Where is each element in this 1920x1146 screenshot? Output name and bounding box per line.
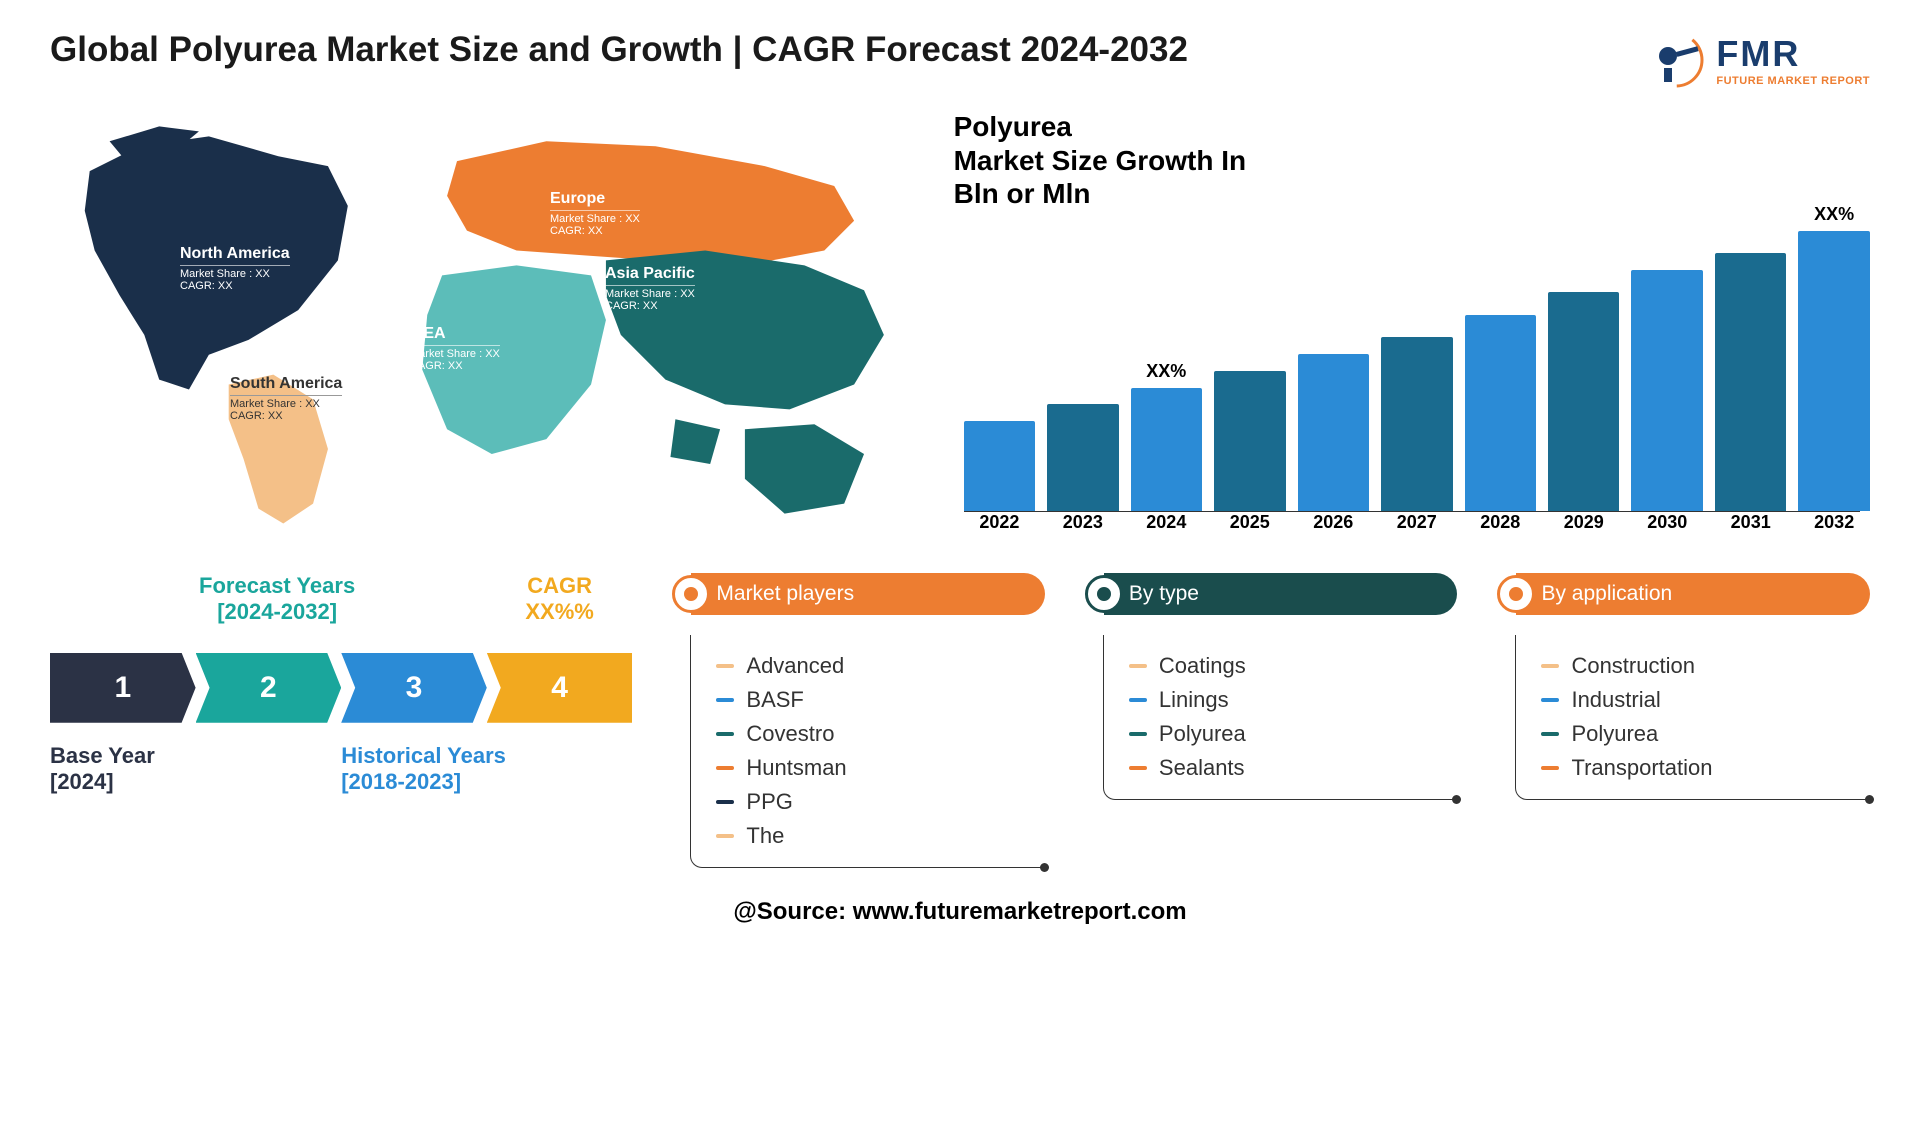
header: Global Polyurea Market Size and Growth |… [50, 30, 1870, 90]
cat-item: PPG [716, 789, 1045, 815]
bar-label-2023: 2023 [1063, 512, 1103, 532]
bar-2028 [1465, 315, 1536, 511]
cagr-label: CAGRXX%% [487, 573, 633, 626]
cat-item: Advanced [716, 653, 1045, 679]
cat-item: Industrial [1541, 687, 1870, 713]
bar-2027 [1381, 337, 1452, 511]
timeline-seg-3: 3 [341, 653, 487, 723]
cat-header: By type [1085, 573, 1458, 615]
category-0: Market players Advanced BASF Covestro Hunts… [672, 573, 1045, 868]
cat-item: Transportation [1541, 755, 1870, 781]
chart-title-l3: Bln or Mln [954, 178, 1091, 209]
cat-item: BASF [716, 687, 1045, 713]
region-label-na: North America Market Share : XX CAGR: XX [180, 245, 290, 292]
region-label-mea: MEA Market Share : XX CAGR: XX [410, 325, 500, 372]
cat-item: Covestro [716, 721, 1045, 747]
timeline-bar: 1234 [50, 653, 632, 723]
historical-years-label: Historical Years[2018-2023] [341, 743, 632, 795]
x-axis-labels: 2022 2023 2024 2025 2026 2027 2028 2029 2030 2031… [954, 512, 1870, 533]
chart-title-l1: Polyurea [954, 111, 1072, 142]
timeline-seg-1: 1 [50, 653, 196, 723]
cat-item: Polyurea [1541, 721, 1870, 747]
logo-subtitle: FUTURE MARKET REPORT [1716, 75, 1870, 87]
cat-list: Advanced BASF Covestro Huntsman PPG The [690, 635, 1045, 868]
cat-header: By application [1497, 573, 1870, 615]
base-year-label: Base Year[2024] [50, 743, 283, 795]
source-line: @Source: www.futuremarketreport.com [50, 898, 1870, 926]
cat-item: Coatings [1129, 653, 1458, 679]
bar-label-2027: 2027 [1397, 512, 1437, 532]
bar-2030 [1631, 270, 1702, 511]
cat-title: Market players [691, 573, 1045, 615]
bar-label-2022: 2022 [979, 512, 1019, 532]
cat-item: Polyurea [1129, 721, 1458, 747]
category-1: By type Coatings Linings Polyurea Sealants [1085, 573, 1458, 868]
region-label-sa: South America Market Share : XX CAGR: XX [230, 375, 342, 422]
cat-item: Huntsman [716, 755, 1045, 781]
cat-title: By application [1516, 573, 1870, 615]
cat-header: Market players [672, 573, 1045, 615]
categories: Market players Advanced BASF Covestro Hunts… [672, 573, 1870, 868]
bar-label-2025: 2025 [1230, 512, 1270, 532]
world-map: North America Market Share : XX CAGR: XX… [50, 110, 924, 530]
page-title: Global Polyurea Market Size and Growth |… [50, 30, 1188, 70]
cat-item: The [716, 823, 1045, 849]
cat-item: Linings [1129, 687, 1458, 713]
bar-chart: Polyurea Market Size Growth In Bln or Ml… [954, 110, 1870, 533]
bar-label-2031: 2031 [1731, 512, 1771, 532]
main-row: North America Market Share : XX CAGR: XX… [50, 110, 1870, 533]
timeline-seg-2: 2 [196, 653, 342, 723]
logo: FMR FUTURE MARKET REPORT [1646, 30, 1870, 90]
cat-list: Coatings Linings Polyurea Sealants [1103, 635, 1458, 800]
forecast-years-label: Forecast Years[2024-2032] [132, 573, 423, 626]
bar-label-2026: 2026 [1313, 512, 1353, 532]
category-2: By application Construction Industrial Pol… [1497, 573, 1870, 868]
bar-2032: XX% [1798, 231, 1869, 511]
logo-text: FMR [1716, 33, 1870, 75]
bar-2022 [964, 421, 1035, 511]
bar-label-2032: 2032 [1814, 512, 1854, 532]
timeline-seg-4: 4 [487, 653, 633, 723]
bar-2029 [1548, 292, 1619, 510]
logo-icon [1646, 30, 1706, 90]
bar-2031 [1715, 253, 1786, 511]
map-svg [50, 110, 924, 530]
bar-2024: XX% [1131, 388, 1202, 511]
timeline: Forecast Years[2024-2032] CAGRXX%% 1234 … [50, 573, 632, 795]
bar-2025 [1214, 371, 1285, 511]
region-label-ap: Asia Pacific Market Share : XX CAGR: XX [605, 265, 695, 312]
bottom-row: Forecast Years[2024-2032] CAGRXX%% 1234 … [50, 573, 1870, 868]
region-label-eu: Europe Market Share : XX CAGR: XX [550, 190, 640, 237]
cat-item: Construction [1541, 653, 1870, 679]
chart-title: Polyurea Market Size Growth In Bln or Ml… [954, 110, 1870, 211]
bar-label-2030: 2030 [1647, 512, 1687, 532]
bar-label-2029: 2029 [1564, 512, 1604, 532]
bar-2026 [1298, 354, 1369, 511]
bar-label-2028: 2028 [1480, 512, 1520, 532]
bar-2023 [1047, 404, 1118, 510]
cat-list: Construction Industrial Polyurea Transporta… [1515, 635, 1870, 800]
chart-title-l2: Market Size Growth In [954, 145, 1247, 176]
bars-container: XX% XX% [954, 231, 1870, 511]
bar-label-2024: 2024 [1146, 512, 1186, 532]
cat-title: By type [1104, 573, 1458, 615]
cat-item: Sealants [1129, 755, 1458, 781]
